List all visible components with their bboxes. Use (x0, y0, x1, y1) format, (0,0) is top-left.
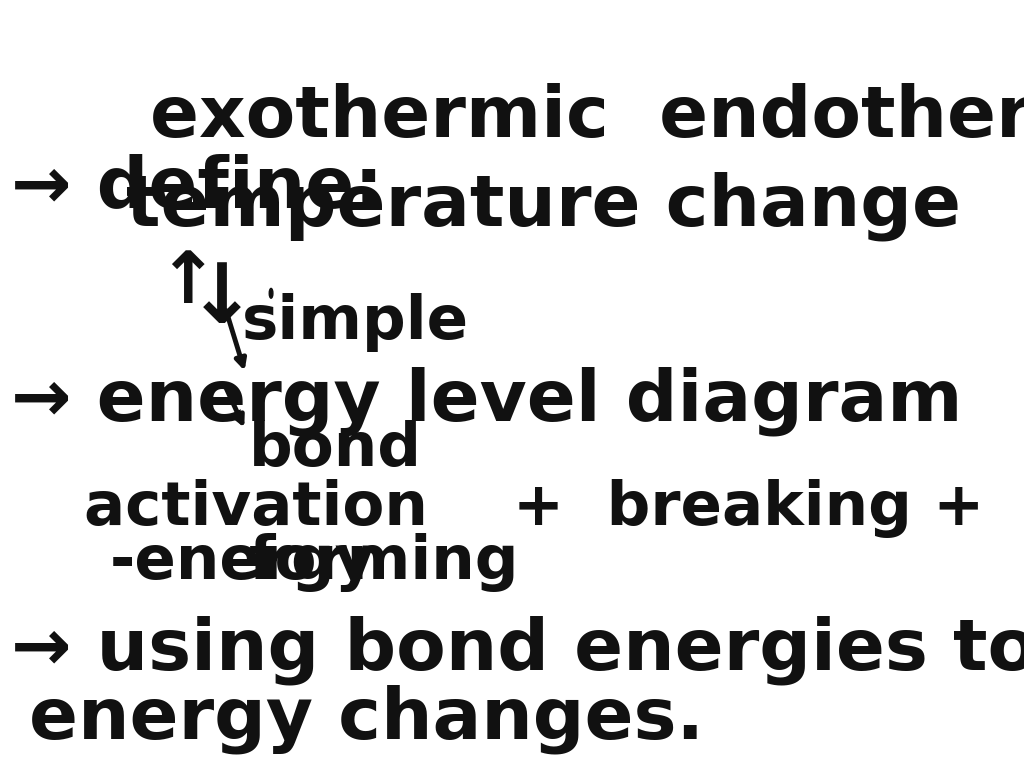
Text: forming: forming (249, 533, 519, 592)
Text: → using bond energies to calculate: → using bond energies to calculate (11, 616, 1024, 685)
Text: → define:: → define: (11, 154, 383, 223)
Text: bond: bond (249, 420, 422, 479)
Text: → energy level diagram: → energy level diagram (11, 366, 963, 436)
Text: ↑: ↑ (158, 250, 218, 318)
Text: exothermic  endothermic: exothermic endothermic (151, 83, 1024, 152)
Text: -energy: -energy (110, 533, 376, 592)
Circle shape (269, 289, 273, 298)
Text: temperature change: temperature change (126, 171, 962, 240)
Text: ↓: ↓ (186, 259, 257, 340)
Text: energy changes.: energy changes. (30, 684, 705, 754)
Text: activation    +  breaking +: activation + breaking + (84, 479, 985, 538)
Text: simple: simple (242, 293, 469, 353)
